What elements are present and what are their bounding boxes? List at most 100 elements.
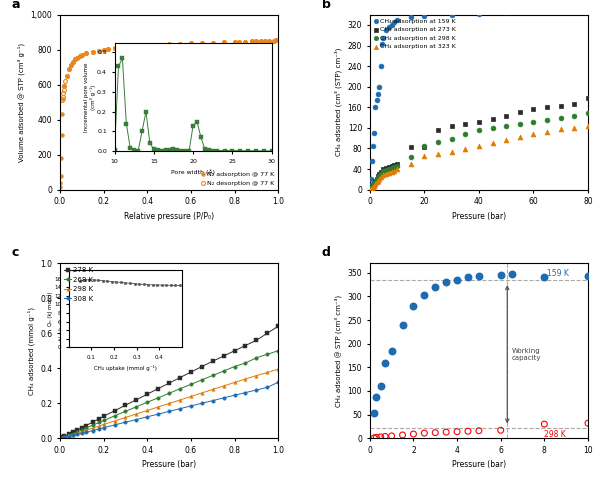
N₂ desorption @ 77 K — [78, 52, 85, 58]
308 K — [122, 419, 129, 425]
308 K — [176, 406, 184, 412]
268 K — [166, 391, 173, 396]
N₂ adsorption @ 77 K — [272, 37, 280, 43]
298 K — [187, 393, 194, 399]
CH₄ adsorption at 323 K — [369, 182, 379, 189]
CH₄ adsorption at 323 K — [382, 170, 391, 178]
CH₄ adsorption at 298 K — [369, 181, 379, 188]
278 K — [242, 342, 249, 348]
CH₄ adsorption at 273 K — [556, 102, 566, 110]
N₂ desorption @ 77 K — [59, 91, 67, 96]
CH₄ adsorption at 273 K — [419, 143, 429, 151]
308 K — [133, 417, 140, 423]
N₂ adsorption @ 77 K — [266, 38, 273, 44]
N₂ desorption @ 77 K — [253, 38, 260, 44]
Point — [371, 433, 381, 441]
Point — [496, 426, 506, 434]
CH₄ adsorption at 273 K — [460, 120, 470, 128]
CH₄ adsorption at 298 K — [569, 112, 579, 120]
298 K — [83, 427, 90, 433]
Point — [496, 271, 506, 279]
X-axis label: Pressure (bar): Pressure (bar) — [452, 461, 506, 469]
N₂ adsorption @ 77 K — [253, 38, 260, 44]
268 K — [198, 377, 205, 383]
Point — [419, 429, 429, 437]
CH₄ adsorption at 323 K — [365, 186, 375, 193]
CH₄ adsorption at 298 K — [365, 186, 375, 193]
CH₄ adsorption at 323 K — [529, 130, 538, 138]
N₂ desorption @ 77 K — [74, 55, 81, 60]
CH₄ adsorption at 273 K — [488, 115, 497, 123]
N₂ desorption @ 77 K — [95, 48, 103, 54]
268 K — [143, 399, 151, 405]
CH₄ adsorption at 323 K — [515, 133, 524, 141]
Point — [539, 274, 549, 281]
CH₄ adsorption at 159 K — [382, 26, 391, 34]
298 K — [176, 397, 184, 403]
CH₄ adsorption at 298 K — [374, 172, 384, 180]
278 K — [143, 391, 151, 397]
CH₄ adsorption at 298 K — [542, 116, 552, 124]
278 K — [83, 423, 90, 429]
CH₄ adsorption at 159 K — [367, 175, 376, 183]
268 K — [209, 373, 217, 378]
268 K — [59, 435, 66, 441]
CH₄ adsorption at 298 K — [372, 176, 382, 184]
N₂ adsorption @ 77 K — [71, 56, 79, 62]
Line: N₂ desorption @ 77 K: N₂ desorption @ 77 K — [60, 38, 278, 102]
N₂ desorption @ 77 K — [59, 97, 66, 103]
N₂ adsorption @ 77 K — [56, 184, 64, 189]
Text: b: b — [322, 0, 331, 11]
N₂ desorption @ 77 K — [71, 56, 79, 62]
N₂ adsorption @ 77 K — [187, 40, 194, 46]
Text: Working
capacity: Working capacity — [512, 348, 541, 361]
CH₄ adsorption at 273 K — [447, 122, 457, 130]
CH₄ adsorption at 298 K — [367, 183, 377, 191]
N₂ adsorption @ 77 K — [231, 39, 238, 45]
278 K — [122, 402, 129, 408]
N₂ adsorption @ 77 K — [59, 112, 66, 117]
N₂ desorption @ 77 K — [100, 47, 107, 53]
Point — [507, 270, 517, 278]
CH₄ adsorption at 273 K — [433, 127, 443, 134]
N₂ adsorption @ 77 K — [95, 48, 103, 54]
N₂ desorption @ 77 K — [111, 45, 118, 51]
CH₄ adsorption at 159 K — [419, 12, 429, 19]
N₂ adsorption @ 77 K — [78, 52, 85, 58]
CH₄ adsorption at 273 K — [372, 175, 382, 183]
CH₄ adsorption at 323 K — [372, 179, 382, 187]
Point — [398, 321, 407, 329]
278 K — [65, 431, 73, 437]
CH₄ adsorption at 159 K — [387, 21, 397, 29]
298 K — [56, 435, 64, 441]
CH₄ adsorption at 273 K — [368, 182, 377, 189]
268 K — [111, 413, 118, 419]
308 K — [220, 395, 227, 401]
Line: 268 K: 268 K — [58, 349, 280, 440]
Line: 278 K: 278 K — [58, 324, 280, 440]
298 K — [209, 387, 217, 393]
N₂ desorption @ 77 K — [133, 43, 140, 49]
CH₄ adsorption at 273 K — [379, 165, 388, 173]
298 K — [61, 434, 68, 440]
X-axis label: Pressure (bar): Pressure (bar) — [142, 461, 196, 469]
CH₄ adsorption at 159 K — [447, 11, 457, 19]
CH₄ adsorption at 298 K — [406, 153, 416, 161]
Point — [430, 283, 440, 291]
CH₄ adsorption at 159 K — [406, 13, 416, 21]
CH₄ adsorption at 323 K — [389, 167, 399, 174]
CH₄ adsorption at 159 K — [384, 23, 394, 31]
CH₄ adsorption at 298 K — [384, 165, 394, 173]
298 K — [263, 370, 271, 375]
CH₄ adsorption at 323 K — [569, 124, 579, 132]
N₂ adsorption @ 77 K — [242, 38, 249, 44]
CH₄ adsorption at 323 K — [384, 169, 394, 177]
N₂ desorption @ 77 K — [187, 40, 194, 46]
Y-axis label: Volume adsorbed @ STP (cm³ g⁻¹): Volume adsorbed @ STP (cm³ g⁻¹) — [17, 42, 25, 162]
268 K — [56, 435, 64, 441]
268 K — [83, 425, 90, 431]
308 K — [155, 411, 162, 417]
N₂ desorption @ 77 K — [235, 39, 242, 45]
N₂ adsorption @ 77 K — [61, 83, 68, 89]
308 K — [166, 409, 173, 414]
